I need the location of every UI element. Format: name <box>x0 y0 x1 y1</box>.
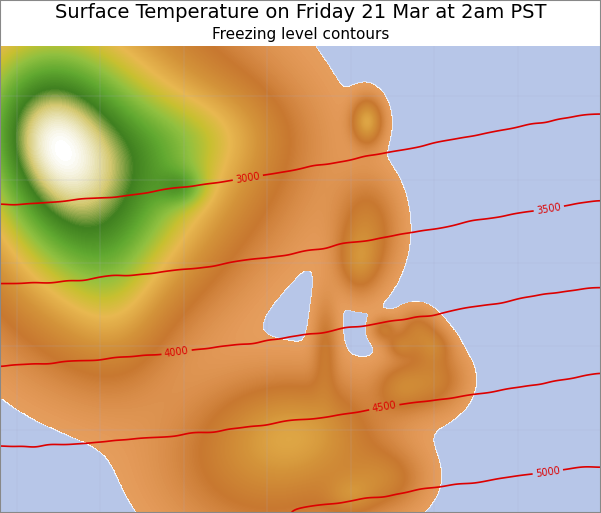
Text: 4000: 4000 <box>163 346 189 359</box>
Text: 4500: 4500 <box>371 400 397 414</box>
Text: Surface Temperature on Friday 21 Mar at 2am PST: Surface Temperature on Friday 21 Mar at … <box>55 4 546 23</box>
Text: 3500: 3500 <box>536 202 562 215</box>
Text: Freezing level contours: Freezing level contours <box>212 27 389 42</box>
Text: 3000: 3000 <box>235 171 261 185</box>
Text: 5000: 5000 <box>535 465 561 479</box>
